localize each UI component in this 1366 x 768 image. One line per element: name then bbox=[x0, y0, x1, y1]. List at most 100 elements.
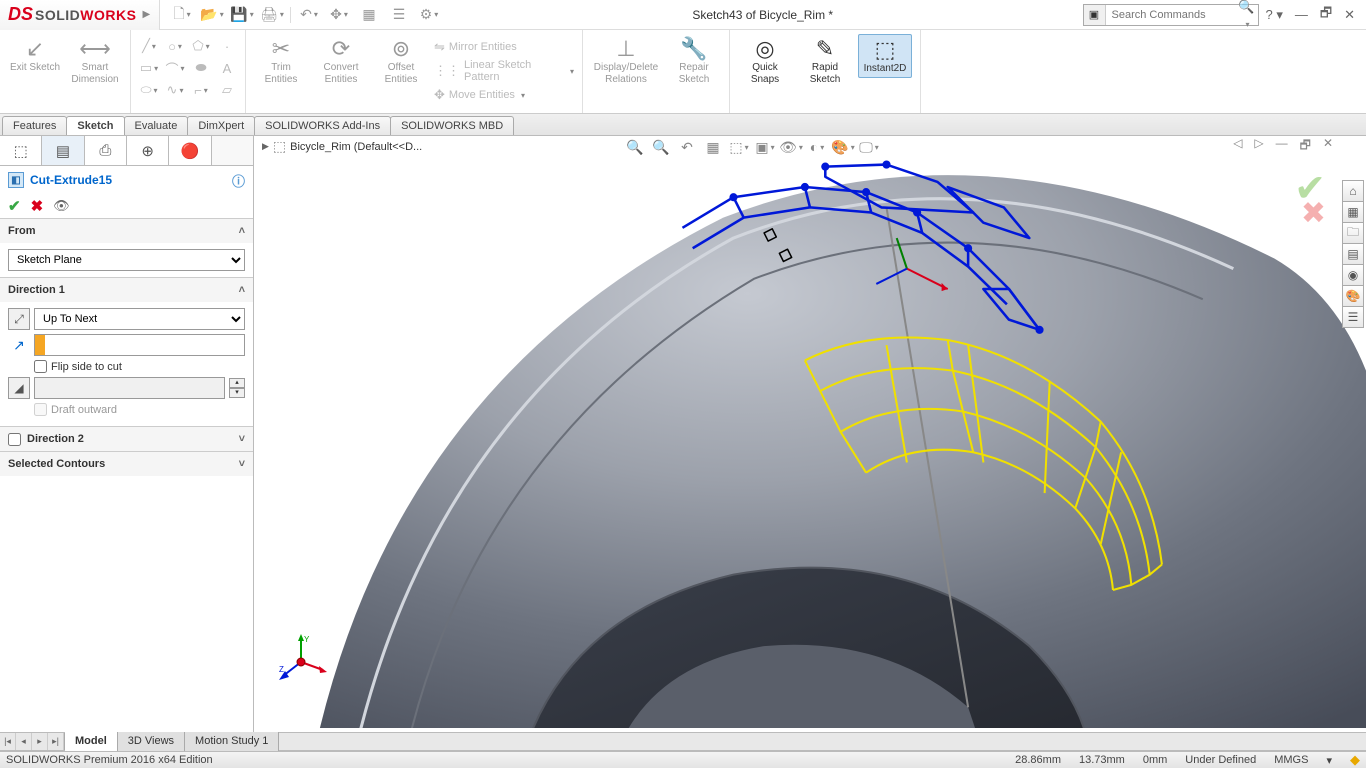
file-explorer-pane-button[interactable]: ▤ bbox=[1342, 243, 1364, 265]
model-tab[interactable]: Model bbox=[65, 732, 118, 751]
select-button[interactable]: ✥ bbox=[325, 3, 353, 27]
close-button[interactable]: ✕ bbox=[1341, 7, 1358, 23]
home-pane-button[interactable]: ⌂ bbox=[1342, 180, 1364, 202]
draft-button[interactable]: ◢ bbox=[8, 377, 30, 399]
appearances-pane-button[interactable]: 🎨 bbox=[1342, 285, 1364, 307]
draft-angle-field[interactable] bbox=[34, 377, 225, 399]
cancel-button[interactable]: ✖ bbox=[31, 197, 44, 215]
last-tab-button[interactable]: ▸| bbox=[48, 733, 64, 750]
config-tab[interactable]: ⎙ bbox=[85, 136, 127, 165]
motion-study-tab[interactable]: Motion Study 1 bbox=[185, 732, 279, 751]
prev-tab-button[interactable]: ◂ bbox=[16, 733, 32, 750]
exit-sketch-button[interactable]: ↙ Exit Sketch bbox=[8, 34, 62, 74]
help-button[interactable]: ? ▾ bbox=[1263, 7, 1286, 23]
scene-button[interactable]: ◐ bbox=[806, 136, 828, 158]
vp-close-button[interactable]: ✕ bbox=[1320, 136, 1336, 157]
quick-snaps-button[interactable]: ◎ Quick Snaps bbox=[738, 34, 792, 86]
next-tab-button[interactable]: ▸ bbox=[32, 733, 48, 750]
first-tab-button[interactable]: |◂ bbox=[0, 733, 16, 750]
rebuild-warning-icon[interactable]: ◆ bbox=[1350, 752, 1360, 768]
ok-button[interactable]: ✔ bbox=[8, 197, 21, 215]
property-tab[interactable]: ▤ bbox=[42, 136, 84, 165]
reverse-direction-button[interactable]: ⤢ bbox=[8, 308, 30, 330]
linear-pattern-button[interactable]: ⋮⋮Linear Sketch Pattern bbox=[434, 60, 574, 82]
tab-evaluate[interactable]: Evaluate bbox=[124, 116, 189, 135]
hide-show-button[interactable]: 👁 bbox=[780, 136, 802, 158]
vp-min-button[interactable]: — bbox=[1273, 136, 1291, 157]
help-icon[interactable]: ⓘ bbox=[232, 171, 245, 190]
rebuild-button[interactable]: ▦ bbox=[355, 3, 383, 27]
ellipse-tool-button[interactable]: ⬬ bbox=[191, 58, 211, 78]
tab-addins[interactable]: SOLIDWORKS Add-Ins bbox=[254, 116, 391, 135]
save-button[interactable]: 💾 bbox=[228, 3, 256, 27]
convert-entities-button[interactable]: ⟳ Convert Entities bbox=[314, 34, 368, 86]
tab-features[interactable]: Features bbox=[2, 116, 67, 135]
expand-icon[interactable]: ▶ bbox=[262, 141, 269, 152]
arc-tool-button[interactable]: ⌒ bbox=[165, 58, 185, 78]
preview-button[interactable]: 👁 bbox=[53, 198, 70, 214]
search-commands[interactable]: ▣ 🔍 bbox=[1083, 4, 1259, 26]
search-icon[interactable]: 🔍 bbox=[1236, 0, 1258, 30]
graphics-viewport[interactable]: ▶ ⬚ Bicycle_Rim (Default<<D... 🔍 🔍 ↶ ▦ ⬚… bbox=[254, 136, 1366, 732]
repair-sketch-button[interactable]: 🔧 Repair Sketch bbox=[667, 34, 721, 86]
fillet-tool-button[interactable]: ⌐ bbox=[191, 80, 211, 100]
tab-sketch[interactable]: Sketch bbox=[66, 116, 124, 135]
trim-entities-button[interactable]: ✂ Trim Entities bbox=[254, 34, 308, 86]
confirm-corner-cancel[interactable]: ✖ bbox=[1301, 196, 1326, 231]
view-settings-button[interactable]: 🖵 bbox=[858, 136, 880, 158]
instant2d-button[interactable]: ⬚ Instant2D bbox=[858, 34, 912, 78]
tab-dimxpert[interactable]: DimXpert bbox=[187, 116, 255, 135]
display-relations-button[interactable]: ⊥ Display/Delete Relations bbox=[591, 34, 661, 86]
resources-pane-button[interactable]: ▦ bbox=[1342, 201, 1364, 223]
orientation-triad[interactable]: Y Z bbox=[279, 632, 329, 682]
polygon-tool-button[interactable]: ⬠ bbox=[191, 36, 211, 56]
plane-tool-button[interactable]: ▱ bbox=[217, 80, 237, 100]
zoom-area-button[interactable]: 🔍 bbox=[650, 136, 672, 158]
point-tool-button[interactable]: · bbox=[217, 36, 237, 56]
settings-button[interactable]: ⚙ bbox=[415, 3, 443, 27]
new-doc-button[interactable]: 🗋 bbox=[168, 3, 196, 27]
draft-spinner[interactable]: ▴▾ bbox=[229, 378, 245, 398]
vp-next-button[interactable]: ▷ bbox=[1251, 136, 1266, 157]
display-style-button[interactable]: ▣ bbox=[754, 136, 776, 158]
dimxpert-tab[interactable]: ⊕ bbox=[127, 136, 169, 165]
search-scope-icon[interactable]: ▣ bbox=[1084, 5, 1106, 25]
print-button[interactable]: 🖨 bbox=[258, 3, 286, 27]
rapid-sketch-button[interactable]: ✎ Rapid Sketch bbox=[798, 34, 852, 86]
d2-enable-checkbox[interactable] bbox=[8, 433, 21, 446]
move-entities-button[interactable]: ✥Move Entities bbox=[434, 84, 574, 106]
appearance-button[interactable]: 🎨 bbox=[832, 136, 854, 158]
design-lib-pane-button[interactable]: 🗀 bbox=[1342, 222, 1364, 244]
open-doc-button[interactable]: 📂 bbox=[198, 3, 226, 27]
flyout-tree[interactable]: ▶ ⬚ Bicycle_Rim (Default<<D... bbox=[262, 138, 422, 155]
view-orient-button[interactable]: ⬚ bbox=[728, 136, 750, 158]
appearance-tab[interactable]: 🔴 bbox=[169, 136, 211, 165]
d1-end-select[interactable]: Up To Next bbox=[34, 308, 245, 330]
view-palette-pane-button[interactable]: ◉ bbox=[1342, 264, 1364, 286]
vp-max-button[interactable]: 🗗 bbox=[1297, 136, 1314, 157]
zoom-fit-button[interactable]: 🔍 bbox=[624, 136, 646, 158]
status-dropdown-icon[interactable]: ▾ bbox=[1326, 754, 1332, 767]
slot-tool-button[interactable]: ⬭ bbox=[139, 80, 159, 100]
from-header[interactable]: From˄ bbox=[0, 219, 253, 243]
d1-vector-field[interactable] bbox=[34, 334, 245, 356]
restore-button[interactable]: 🗗 bbox=[1317, 4, 1335, 26]
undo-button[interactable]: ↶ bbox=[295, 3, 323, 27]
mirror-entities-button[interactable]: ⇋Mirror Entities bbox=[434, 36, 574, 58]
3dviews-tab[interactable]: 3D Views bbox=[118, 732, 185, 751]
tab-mbd[interactable]: SOLIDWORKS MBD bbox=[390, 116, 514, 135]
contours-header[interactable]: Selected Contours˅ bbox=[0, 452, 253, 476]
options-list-button[interactable]: ☰ bbox=[385, 3, 413, 27]
logo-menu-arrow-icon[interactable]: ▶ bbox=[142, 9, 150, 20]
prev-view-button[interactable]: ↶ bbox=[676, 136, 698, 158]
d1-header[interactable]: Direction 1˄ bbox=[0, 278, 253, 302]
feature-tree-tab[interactable]: ⬚ bbox=[0, 136, 42, 165]
smart-dimension-button[interactable]: ⟷ Smart Dimension bbox=[68, 34, 122, 86]
flip-side-checkbox[interactable]: Flip side to cut bbox=[34, 360, 122, 373]
rect-tool-button[interactable]: ▭ bbox=[139, 58, 159, 78]
units-label[interactable]: MMGS bbox=[1274, 754, 1308, 766]
minimize-button[interactable]: — bbox=[1292, 7, 1311, 22]
spline-tool-button[interactable]: ∿ bbox=[165, 80, 185, 100]
text-tool-button[interactable]: A bbox=[217, 58, 237, 78]
from-select[interactable]: Sketch Plane bbox=[8, 249, 245, 271]
